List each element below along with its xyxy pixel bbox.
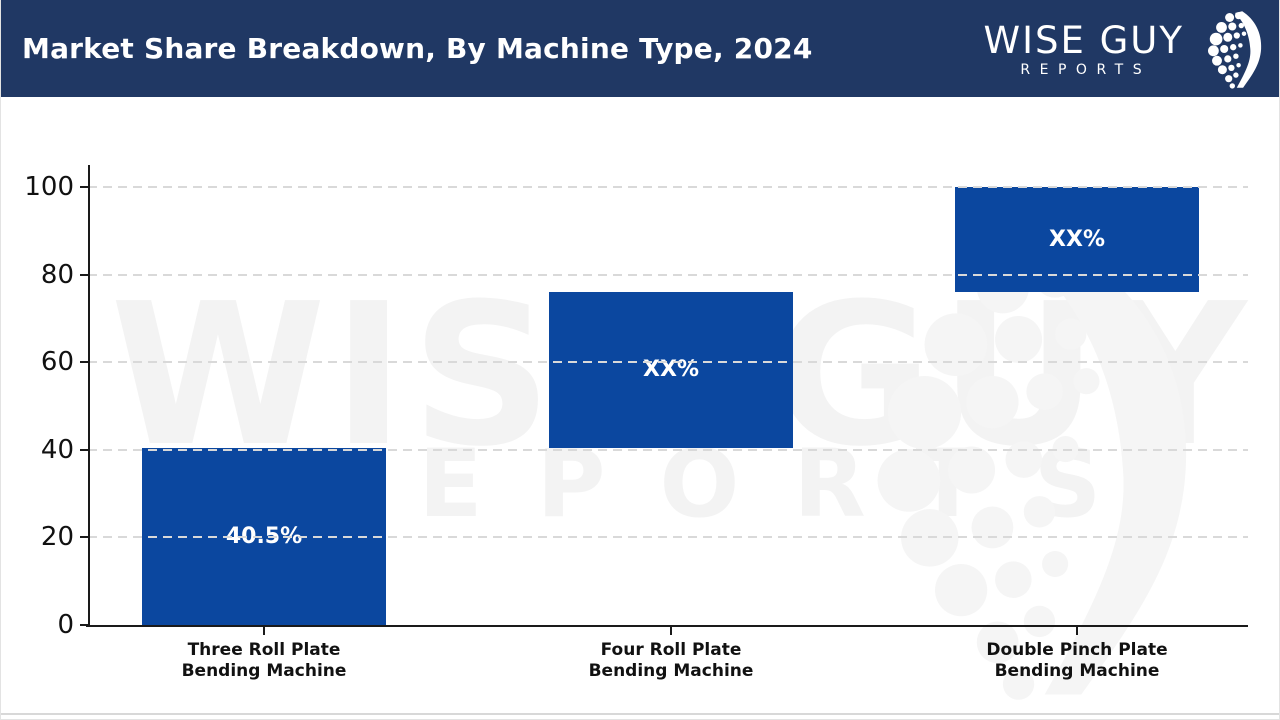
y-tick-label-40: 40	[40, 434, 74, 465]
y-tick-100	[80, 186, 88, 188]
x-category-label-line: Bending Machine	[588, 661, 754, 681]
y-tick-40	[80, 448, 88, 451]
y-tick-80	[80, 273, 88, 276]
x-category-label-line: Three Roll Plate	[187, 640, 341, 660]
x-axis	[86, 625, 1248, 627]
y-tick-60	[80, 361, 88, 364]
x-category-label-1: Three Roll Plate Bending Machine	[104, 640, 424, 682]
y-tick-label-80: 80	[40, 259, 74, 290]
gridline-60	[88, 361, 1248, 364]
x-tick-2	[670, 627, 672, 635]
gridline-20	[88, 536, 1248, 539]
x-category-label-line: Bending Machine	[181, 661, 347, 681]
x-category-label-line: Double Pinch Plate	[986, 640, 1168, 660]
y-tick-0	[80, 624, 88, 626]
x-category-label-line: Bending Machine	[994, 661, 1160, 681]
y-tick-label-20: 20	[40, 522, 74, 553]
brand-wordmark-main: WISE GUY	[983, 18, 1184, 62]
header-bar: Market Share Breakdown, By Machine Type,…	[0, 0, 1280, 97]
x-category-label-2: Four Roll Plate Bending Machine	[511, 640, 831, 682]
y-tick-20	[80, 536, 88, 539]
gridline-80	[88, 273, 1248, 276]
gridline-100	[88, 186, 1248, 188]
y-tick-label-0: 0	[57, 610, 74, 640]
bar-2: XX%	[549, 292, 793, 448]
y-tick-label-100: 100	[24, 172, 74, 202]
y-tick-label-60: 60	[40, 347, 74, 378]
x-category-label-3: Double Pinch Plate Bending Machine	[917, 640, 1237, 682]
gridline-40	[88, 448, 1248, 451]
x-tick-1	[263, 627, 265, 635]
x-tick-3	[1076, 627, 1078, 635]
bar-value-label-1: 40.5%	[225, 523, 303, 549]
brand-face-icon	[1190, 8, 1262, 90]
footer-rule	[0, 713, 1280, 715]
brand-logo: WISE GUY REPORTS	[984, 6, 1262, 92]
y-axis	[88, 165, 90, 627]
brand-wordmark: WISE GUY REPORTS	[984, 22, 1184, 77]
x-category-label-line: Four Roll Plate	[600, 640, 742, 660]
bar-3: XX%	[955, 187, 1199, 293]
bar-1: 40.5%	[142, 447, 386, 625]
brand-wordmark-sub: REPORTS	[1020, 61, 1152, 78]
bar-value-label-3: XX%	[1049, 227, 1105, 253]
page-title: Market Share Breakdown, By Machine Type,…	[22, 32, 813, 65]
